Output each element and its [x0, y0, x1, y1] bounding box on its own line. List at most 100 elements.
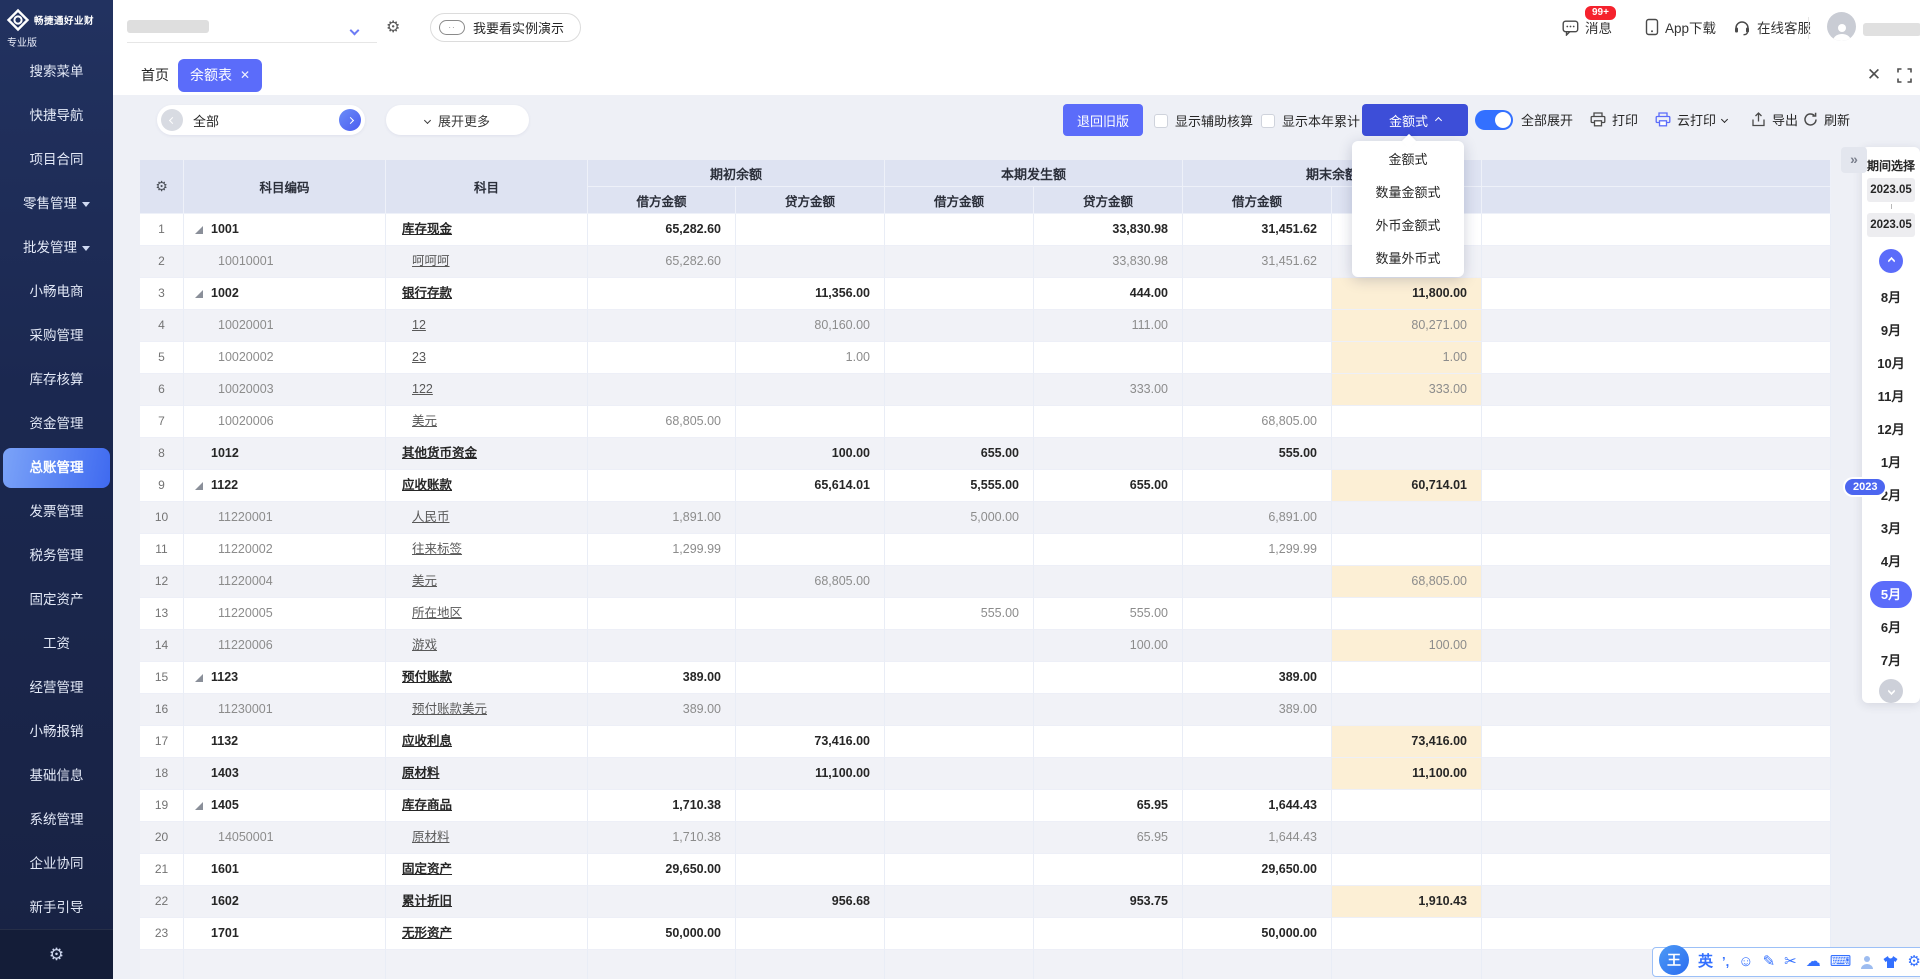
keyboard-icon[interactable]: ⌨ [1829, 953, 1852, 970]
format-menu-item[interactable]: 外币金额式 [1375, 218, 1441, 233]
sidebar-item[interactable]: 经营管理 [0, 668, 113, 708]
shirt-icon[interactable] [1883, 955, 1898, 969]
print-button[interactable]: 打印 [1590, 110, 1638, 129]
expand-icon[interactable] [195, 674, 203, 682]
account-link[interactable]: 122 [412, 382, 433, 396]
account-link[interactable]: 应收账款 [402, 478, 453, 492]
sidebar-item[interactable]: 发票管理 [0, 492, 113, 532]
checkbox-aux-accounting[interactable]: 显示辅助核算 [1154, 111, 1253, 130]
account-link[interactable]: 原材料 [402, 766, 440, 780]
gear-icon[interactable]: ⚙ [386, 19, 401, 36]
month-item[interactable]: 5月 [1870, 581, 1912, 608]
account-link[interactable]: 无形资产 [402, 926, 453, 940]
account-link[interactable]: 游戏 [412, 638, 438, 652]
period-to[interactable]: 2023.05 [1867, 213, 1915, 237]
account-link[interactable]: 其他货币资金 [402, 446, 478, 460]
emoji-icon[interactable]: ☺ [1738, 953, 1754, 970]
account-code[interactable]: 1123 [184, 662, 386, 694]
format-menu-item[interactable]: 数量金额式 [1375, 185, 1441, 200]
company-name-redacted[interactable] [127, 20, 209, 33]
person-icon[interactable] [1860, 955, 1874, 969]
checkbox-icon[interactable] [1154, 113, 1168, 128]
sidebar-item[interactable]: 快捷导航 [0, 96, 113, 136]
account-link[interactable]: 人民币 [412, 510, 450, 524]
fullscreen-icon[interactable] [1893, 64, 1915, 86]
pencil-icon[interactable]: ✎ [1762, 953, 1776, 970]
month-item[interactable]: 9月 [1880, 323, 1902, 338]
close-icon[interactable]: ✕ [240, 68, 251, 82]
ime-logo[interactable]: 王 [1659, 945, 1689, 975]
online-support-button[interactable]: 在线客服 [1733, 17, 1811, 37]
avatar[interactable] [1827, 12, 1856, 41]
month-item[interactable]: 11月 [1877, 389, 1905, 404]
month-item[interactable]: 8月 [1880, 290, 1902, 305]
close-all-icon[interactable]: ✕ [1866, 65, 1882, 84]
format-dropdown-button[interactable]: 金额式 [1362, 104, 1468, 136]
chevron-left-icon[interactable] [161, 109, 183, 131]
month-item[interactable]: 1月 [1880, 455, 1902, 470]
account-link[interactable]: 12 [412, 318, 426, 332]
messages-button[interactable]: 消息 [1562, 17, 1612, 37]
account-link[interactable]: 原材料 [412, 830, 450, 844]
sidebar-item[interactable]: 基础信息 [0, 756, 113, 796]
sidebar-settings[interactable]: ⚙ [0, 929, 113, 979]
sidebar-item[interactable]: 小畅报销 [0, 712, 113, 752]
month-item[interactable]: 3月 [1880, 521, 1902, 536]
account-link[interactable]: 应收利息 [402, 734, 453, 748]
account-link[interactable]: 累计折旧 [402, 894, 453, 908]
scope-selector[interactable]: 全部 [157, 105, 365, 135]
export-button[interactable]: 导出 [1751, 110, 1798, 129]
column-settings-button[interactable]: ⚙ [140, 160, 184, 214]
sidebar-item[interactable]: 零售管理 [0, 184, 113, 224]
sidebar-item[interactable]: 新手引导 [0, 888, 113, 928]
sidebar-item[interactable]: 采购管理 [0, 316, 113, 356]
sidebar-item[interactable]: 搜索菜单 [0, 52, 113, 92]
sidebar-item[interactable]: 项目合同 [0, 140, 113, 180]
expand-icon[interactable] [195, 290, 203, 298]
tab-balance-sheet[interactable]: 余额表 ✕ [178, 59, 263, 92]
checkbox-ytd[interactable]: 显示本年累计 [1261, 111, 1360, 130]
scroll-up-button[interactable] [1879, 249, 1903, 273]
account-link[interactable]: 所在地区 [412, 606, 463, 620]
checkbox-icon[interactable] [1261, 113, 1275, 128]
scroll-down-button[interactable] [1879, 679, 1903, 703]
account-code[interactable]: 1405 [184, 790, 386, 822]
expand-more-button[interactable]: 展开更多 [386, 105, 529, 135]
format-menu-item[interactable]: 数量外币式 [1375, 251, 1441, 266]
account-code[interactable]: 1002 [184, 278, 386, 310]
month-item[interactable]: 12月 [1877, 422, 1905, 437]
ime-language-mode[interactable]: 英 [1698, 953, 1714, 970]
account-link[interactable]: 往来标签 [412, 542, 463, 556]
account-link[interactable]: 预付账款 [402, 670, 453, 684]
cloud-icon[interactable]: ☁ [1805, 953, 1821, 970]
company-switch-chevron[interactable] [349, 21, 360, 39]
account-code[interactable]: 1001 [184, 214, 386, 246]
month-item[interactable]: 4月 [1880, 554, 1902, 569]
account-link[interactable]: 库存现金 [402, 222, 453, 236]
month-item[interactable]: 2月 [1880, 488, 1902, 503]
account-link[interactable]: 23 [412, 350, 426, 364]
sidebar-item[interactable]: 资金管理 [0, 404, 113, 444]
sidebar-item[interactable]: 企业协同 [0, 844, 113, 884]
gear-icon[interactable]: ⚙ [1907, 953, 1920, 970]
sidebar-item[interactable]: 库存核算 [0, 360, 113, 400]
sidebar-item[interactable]: 批发管理 [0, 228, 113, 268]
sidebar-item[interactable]: 工资 [0, 624, 113, 664]
account-link[interactable]: 美元 [412, 414, 438, 428]
expand-icon[interactable] [195, 482, 203, 490]
refresh-button[interactable]: 刷新 [1803, 110, 1850, 129]
expand-icon[interactable] [195, 802, 203, 810]
expand-all-toggle[interactable] [1475, 110, 1513, 130]
expand-icon[interactable] [195, 226, 203, 234]
account-link[interactable]: 银行存款 [402, 286, 453, 300]
period-from[interactable]: 2023.05 [1867, 178, 1915, 202]
month-item[interactable]: 7月 [1880, 653, 1902, 668]
sidebar-item[interactable]: 小畅电商 [0, 272, 113, 312]
sidebar-item[interactable]: 总账管理 [3, 448, 110, 488]
account-link[interactable]: 预付账款美元 [412, 702, 488, 716]
account-link[interactable]: 库存商品 [402, 798, 453, 812]
account-link[interactable]: 美元 [412, 574, 438, 588]
scissors-icon[interactable]: ✂ [1784, 953, 1797, 970]
sidebar-item[interactable]: 系统管理 [0, 800, 113, 840]
back-to-old-button[interactable]: 退回旧版 [1063, 104, 1143, 136]
